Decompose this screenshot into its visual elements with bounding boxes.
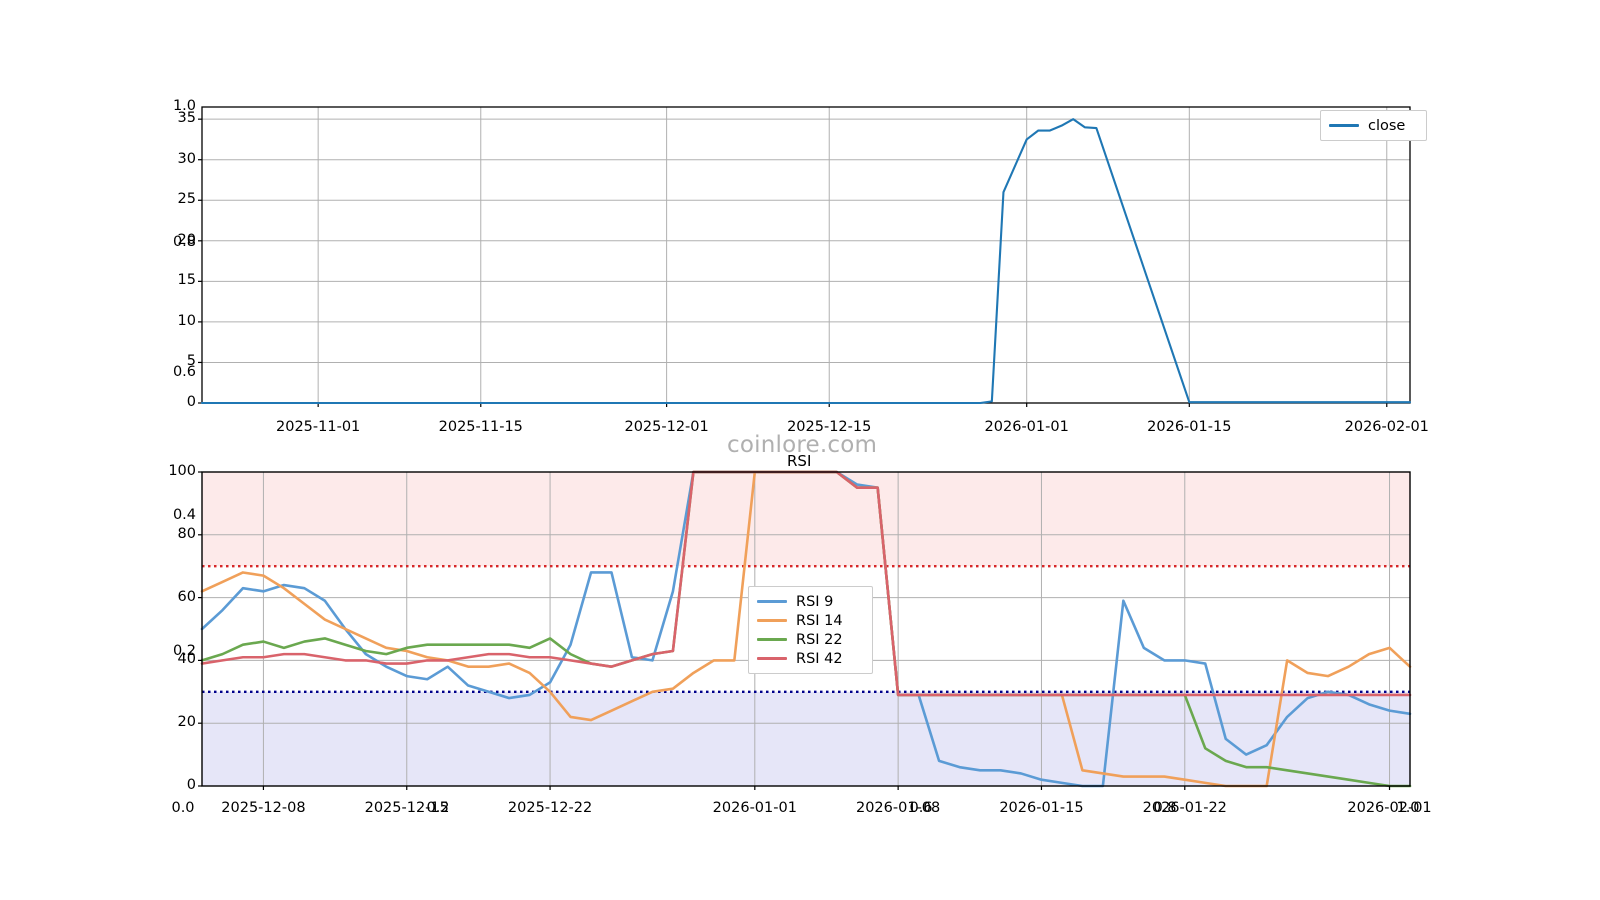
rsi-y-tick: 40 [177, 651, 196, 668]
legend-swatch [757, 600, 787, 603]
price-y-tick: 15 [177, 272, 196, 289]
rsi-secondary-x-tick: 0.2 [426, 800, 450, 816]
price-x-tick: 2025-11-15 [438, 419, 523, 435]
price-y-tick: 30 [177, 150, 196, 167]
legend-swatch [757, 657, 787, 660]
watermark: coinlore.com [727, 432, 878, 458]
rsi-secondary-y-tick: 0.4 [172, 507, 196, 523]
rsi-x-tick: 2026-01-22 [1142, 800, 1227, 816]
rsi-secondary-y-tick: 0.2 [172, 643, 196, 659]
price-x-tick: 2026-02-01 [1344, 419, 1429, 435]
price-y-tick: 20 [177, 231, 196, 248]
legend-label: RSI 9 [796, 593, 834, 610]
rsi-legend[interactable]: RSI 9 RSI 14 RSI 22 RSI 42 [748, 586, 873, 674]
legend-item[interactable]: RSI 22 [757, 630, 864, 649]
price-y-tick: 0 [186, 394, 196, 410]
legend-item[interactable]: RSI 42 [757, 649, 864, 668]
price-x-tick: 2025-12-15 [787, 419, 872, 435]
legend-label: RSI 22 [796, 631, 843, 648]
legend-label: RSI 42 [796, 650, 843, 667]
price-y-tick: 5 [186, 353, 196, 370]
rsi-panel-title: RSI [787, 452, 812, 470]
legend-swatch [1329, 124, 1359, 127]
rsi-y-tick: 20 [177, 714, 196, 731]
legend-swatch [757, 638, 787, 641]
price-y-tick: 35 [177, 110, 196, 127]
rsi-x-tick: 2025-12-15 [364, 800, 449, 816]
legend-label: close [1368, 117, 1406, 134]
rsi-secondary-x-tick: 1.0 [1396, 800, 1420, 816]
rsi-panel: 0 20 40 60 80 100 0.2 0.4 2025-12-08 2025-12-15… [0, 450, 1600, 900]
price-secondary-y-tick: 0.6 [172, 364, 196, 380]
rsi-secondary-x-tick: 0.6 [909, 800, 933, 816]
rsi-y-tick: 100 [168, 463, 196, 479]
rsi-y-tick: 0 [186, 777, 196, 793]
legend-item[interactable]: RSI 9 [757, 592, 864, 611]
price-y-tick: 25 [177, 191, 196, 208]
legend-item[interactable]: RSI 14 [757, 611, 864, 630]
rsi-x-tick: 2025-12-22 [507, 800, 593, 816]
rsi-x-tick: 2026-01-08 [855, 800, 941, 816]
price-x-tick: 2026-01-01 [984, 419, 1069, 435]
rsi-x-tick: 2025-12-08 [221, 800, 306, 816]
rsi-plot-svg [198, 470, 1412, 790]
rsi-secondary-x-tick: 0.0 [171, 800, 195, 816]
legend-label: RSI 14 [796, 612, 843, 629]
rsi-x-tick: 2026-02-01 [1347, 800, 1432, 816]
price-plot-svg [198, 106, 1412, 407]
price-x-tick: 2026-01-15 [1147, 419, 1232, 435]
price-secondary-y-tick: 0.8 [172, 234, 196, 250]
rsi-x-tick: 2026-01-01 [712, 800, 797, 816]
price-x-tick: 2025-12-01 [624, 419, 709, 435]
legend-item[interactable]: close [1329, 116, 1418, 135]
legend-swatch [757, 619, 787, 622]
price-y-tick: 10 [177, 312, 196, 329]
price-x-tick: 2025-11-01 [276, 419, 361, 435]
price-panel: 0 5 10 15 20 25 30 35 0.6 0.8 1.0 2025-11-01 2025-… [172, 98, 1429, 435]
rsi-y-tick: 60 [177, 588, 196, 605]
rsi-x-tick: 2026-01-15 [999, 800, 1084, 816]
price-secondary-y-tick: 1.0 [172, 98, 196, 114]
price-legend[interactable]: close [1320, 110, 1427, 141]
rsi-secondary-x-tick: 0.8 [1153, 800, 1177, 816]
rsi-y-tick: 80 [177, 525, 196, 542]
